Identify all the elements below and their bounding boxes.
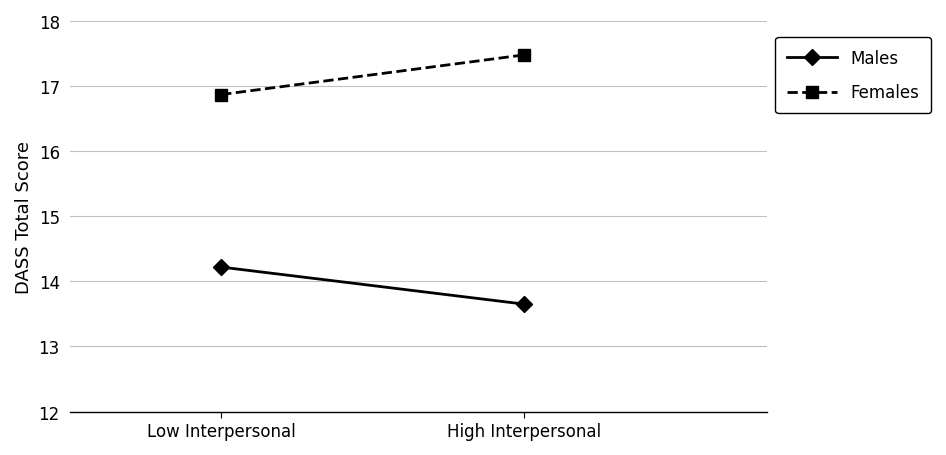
Y-axis label: DASS Total Score: DASS Total Score (15, 141, 33, 293)
Legend: Males, Females: Males, Females (776, 38, 931, 114)
